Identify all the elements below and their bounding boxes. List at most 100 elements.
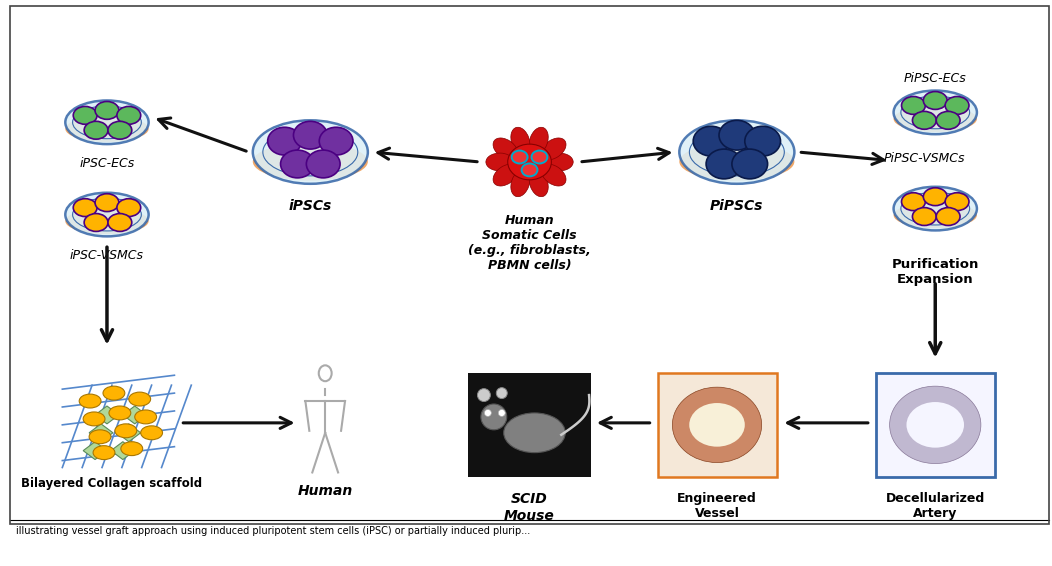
- Ellipse shape: [128, 392, 150, 406]
- Ellipse shape: [252, 121, 368, 184]
- Ellipse shape: [95, 101, 119, 119]
- Ellipse shape: [719, 121, 754, 150]
- Ellipse shape: [508, 144, 551, 180]
- Ellipse shape: [912, 208, 936, 225]
- Text: PiPSCs: PiPSCs: [710, 199, 764, 213]
- Ellipse shape: [511, 170, 530, 197]
- Ellipse shape: [65, 101, 148, 144]
- Ellipse shape: [541, 164, 566, 186]
- Ellipse shape: [109, 406, 130, 420]
- Ellipse shape: [936, 208, 960, 225]
- Ellipse shape: [93, 445, 115, 460]
- Ellipse shape: [493, 138, 518, 160]
- Ellipse shape: [745, 126, 781, 156]
- Ellipse shape: [89, 430, 110, 444]
- Text: iPSC-VSMCs: iPSC-VSMCs: [70, 249, 144, 262]
- Ellipse shape: [531, 151, 547, 164]
- Ellipse shape: [65, 193, 148, 237]
- Ellipse shape: [545, 153, 573, 171]
- Ellipse shape: [893, 106, 977, 132]
- Ellipse shape: [65, 116, 148, 142]
- Ellipse shape: [497, 388, 507, 398]
- Ellipse shape: [319, 127, 353, 155]
- Ellipse shape: [522, 164, 538, 177]
- Ellipse shape: [74, 199, 97, 217]
- FancyBboxPatch shape: [875, 373, 995, 478]
- Text: Engineered
Vessel: Engineered Vessel: [677, 492, 756, 520]
- Ellipse shape: [907, 402, 964, 448]
- Text: SCID
Mouse: SCID Mouse: [504, 492, 554, 522]
- Ellipse shape: [924, 188, 947, 205]
- Ellipse shape: [117, 106, 141, 125]
- Ellipse shape: [689, 403, 745, 447]
- Ellipse shape: [541, 138, 566, 160]
- Ellipse shape: [504, 413, 565, 453]
- Ellipse shape: [306, 150, 340, 178]
- FancyBboxPatch shape: [658, 373, 776, 478]
- Ellipse shape: [706, 149, 742, 179]
- Ellipse shape: [680, 121, 794, 184]
- Ellipse shape: [108, 213, 132, 231]
- Ellipse shape: [893, 91, 977, 134]
- Ellipse shape: [680, 143, 794, 181]
- Polygon shape: [89, 424, 113, 441]
- Text: Bilayered Collagen scaffold: Bilayered Collagen scaffold: [21, 478, 202, 490]
- Ellipse shape: [902, 97, 926, 114]
- Ellipse shape: [924, 92, 947, 109]
- Ellipse shape: [95, 194, 119, 212]
- Polygon shape: [83, 441, 107, 460]
- Ellipse shape: [912, 112, 936, 129]
- Ellipse shape: [486, 153, 513, 171]
- Ellipse shape: [294, 121, 327, 149]
- Ellipse shape: [84, 213, 108, 231]
- Ellipse shape: [511, 127, 530, 155]
- FancyBboxPatch shape: [468, 373, 591, 478]
- Polygon shape: [95, 406, 119, 424]
- Ellipse shape: [481, 404, 507, 430]
- Polygon shape: [123, 406, 146, 424]
- Text: Decellularized
Artery: Decellularized Artery: [886, 492, 985, 520]
- Text: PiPSC-VSMCs: PiPSC-VSMCs: [884, 152, 965, 165]
- Ellipse shape: [79, 394, 101, 408]
- Ellipse shape: [484, 409, 491, 417]
- Ellipse shape: [115, 424, 137, 438]
- Ellipse shape: [65, 208, 148, 234]
- Ellipse shape: [108, 121, 132, 139]
- Ellipse shape: [281, 150, 315, 178]
- Text: PiPSC-ECs: PiPSC-ECs: [904, 72, 967, 84]
- Ellipse shape: [902, 193, 926, 211]
- Ellipse shape: [135, 410, 157, 424]
- Text: illustrating vessel graft approach using induced pluripotent stem cells (iPSC) o: illustrating vessel graft approach using…: [16, 526, 530, 536]
- Ellipse shape: [529, 127, 548, 155]
- Ellipse shape: [267, 127, 301, 155]
- Ellipse shape: [478, 389, 490, 401]
- Ellipse shape: [74, 106, 97, 125]
- Ellipse shape: [117, 199, 141, 217]
- Polygon shape: [110, 441, 135, 460]
- Ellipse shape: [945, 193, 969, 211]
- Ellipse shape: [493, 164, 518, 186]
- Ellipse shape: [890, 386, 980, 464]
- Text: Human
Somatic Cells
(e.g., fibroblasts,
PBMN cells): Human Somatic Cells (e.g., fibroblasts, …: [468, 213, 591, 272]
- Text: iPSCs: iPSCs: [288, 199, 332, 213]
- Text: Human: Human: [298, 484, 352, 499]
- Ellipse shape: [936, 112, 960, 129]
- Text: Purification
Expansion: Purification Expansion: [891, 258, 979, 286]
- Ellipse shape: [83, 412, 105, 426]
- Ellipse shape: [693, 126, 729, 156]
- Ellipse shape: [141, 426, 162, 440]
- Ellipse shape: [499, 409, 505, 417]
- Ellipse shape: [732, 149, 768, 179]
- Ellipse shape: [121, 441, 143, 456]
- Polygon shape: [117, 424, 141, 441]
- Ellipse shape: [511, 151, 527, 164]
- Ellipse shape: [84, 121, 108, 139]
- Ellipse shape: [103, 386, 125, 400]
- Ellipse shape: [252, 143, 368, 181]
- Ellipse shape: [893, 187, 977, 230]
- Ellipse shape: [529, 170, 548, 197]
- Ellipse shape: [945, 97, 969, 114]
- Text: iPSC-ECs: iPSC-ECs: [79, 157, 135, 170]
- Ellipse shape: [672, 387, 762, 462]
- Ellipse shape: [893, 202, 977, 228]
